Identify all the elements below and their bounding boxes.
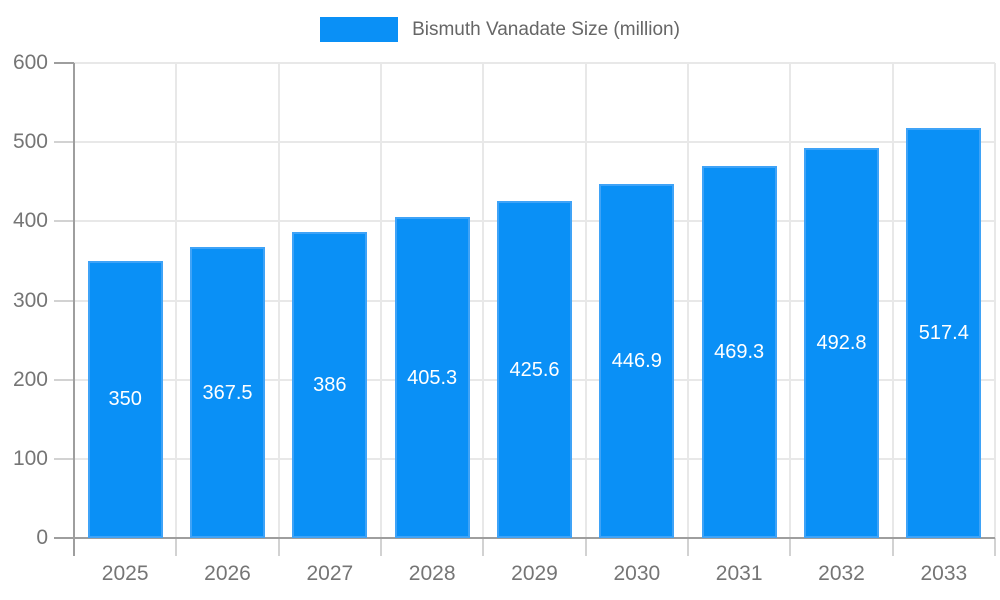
gridline-vertical bbox=[380, 63, 382, 538]
bar[interactable] bbox=[701, 166, 777, 538]
gridline-vertical bbox=[584, 63, 587, 538]
bar-value-label: 492.8 bbox=[816, 331, 867, 354]
bar[interactable] bbox=[292, 232, 368, 538]
x-axis-tick bbox=[482, 538, 485, 556]
bar-value-label: 446.9 bbox=[611, 350, 662, 373]
gridline-vertical bbox=[277, 63, 280, 538]
x-axis-tick bbox=[994, 538, 996, 556]
gridline-vertical bbox=[891, 63, 894, 538]
x-axis-tick-label: 2032 bbox=[818, 562, 865, 585]
x-axis-tick bbox=[277, 538, 280, 556]
y-axis-tick-label: 400 bbox=[12, 209, 48, 233]
gridline-vertical bbox=[482, 63, 485, 538]
bar-value-label: 425.6 bbox=[509, 358, 560, 381]
bar-value-label: 517.4 bbox=[918, 322, 969, 345]
x-axis-tick-label: 2030 bbox=[613, 562, 661, 585]
x-axis-tick-label: 2028 bbox=[408, 562, 456, 585]
gridline-vertical bbox=[175, 63, 178, 538]
y-axis-tick bbox=[54, 457, 74, 460]
legend-label: Bismuth Vanadate Size (million) bbox=[412, 19, 680, 40]
bar-value-label: 350 bbox=[108, 388, 142, 411]
x-axis-tick bbox=[584, 538, 587, 556]
x-axis-tick-label: 2029 bbox=[511, 562, 558, 585]
bar[interactable] bbox=[804, 147, 879, 538]
y-axis-tick-label: 600 bbox=[12, 51, 48, 74]
bar-value-label: 405.3 bbox=[407, 366, 458, 389]
y-axis-tick-label: 300 bbox=[12, 288, 48, 312]
x-axis-tick bbox=[380, 538, 382, 556]
x-axis-tick bbox=[175, 538, 178, 556]
bar-value-label: 469.3 bbox=[714, 341, 765, 364]
y-axis-tick-label: 500 bbox=[12, 130, 48, 154]
y-axis-tick-label: 200 bbox=[12, 367, 48, 391]
y-axis-tick bbox=[54, 220, 74, 223]
bar[interactable] bbox=[599, 184, 675, 538]
x-axis-tick bbox=[687, 538, 689, 556]
y-axis-tick bbox=[54, 299, 74, 302]
bar[interactable] bbox=[87, 260, 163, 538]
bar[interactable] bbox=[497, 201, 572, 538]
x-axis-tick-label: 2026 bbox=[204, 562, 251, 585]
x-axis-line bbox=[54, 537, 995, 539]
x-axis-tick bbox=[789, 538, 792, 556]
x-axis-tick-label: 2027 bbox=[306, 562, 354, 585]
gridline-vertical bbox=[789, 63, 792, 538]
x-axis-tick-label: 2033 bbox=[920, 562, 968, 585]
x-axis-tick-label: 2031 bbox=[715, 562, 763, 585]
y-axis-tick-label: 0 bbox=[36, 526, 48, 549]
legend[interactable]: Bismuth Vanadate Size (million) bbox=[0, 17, 1000, 42]
bar-value-label: 386 bbox=[313, 374, 347, 397]
gridline-vertical bbox=[687, 63, 689, 538]
legend-swatch bbox=[320, 17, 399, 42]
y-axis-tick bbox=[54, 141, 74, 144]
bar-value-label: 367.5 bbox=[202, 381, 253, 404]
y-axis-tick bbox=[54, 62, 74, 64]
y-axis-tick bbox=[54, 378, 74, 381]
x-axis-tick bbox=[891, 538, 894, 556]
bar[interactable] bbox=[190, 247, 265, 538]
y-axis-tick-label: 100 bbox=[12, 446, 48, 470]
gridline-horizontal bbox=[74, 141, 995, 144]
bar[interactable] bbox=[906, 128, 982, 538]
x-axis-tick-label: 2025 bbox=[101, 562, 149, 585]
gridline-vertical bbox=[994, 63, 996, 538]
y-axis-line bbox=[73, 63, 75, 556]
gridline-horizontal bbox=[74, 62, 995, 64]
bar[interactable] bbox=[394, 217, 470, 538]
